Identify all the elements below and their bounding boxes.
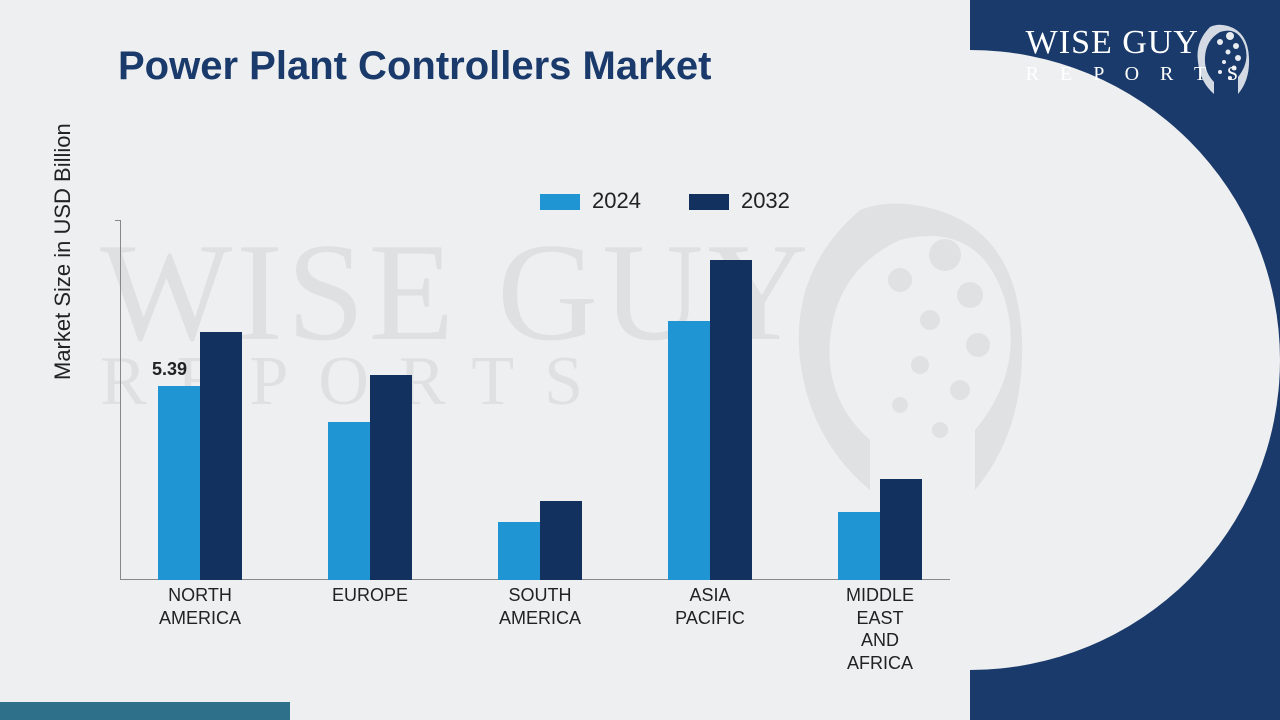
- bar-series-a: [668, 321, 710, 580]
- brand-head-icon: [1190, 22, 1250, 102]
- legend-label-a: 2024: [592, 188, 641, 213]
- legend-item-b: 2032: [689, 188, 790, 214]
- page-title: Power Plant Controllers Market: [118, 44, 711, 89]
- bar-series-a: [158, 386, 200, 580]
- brand-word-wise: WISE: [1026, 24, 1113, 61]
- bar-series-b: [200, 332, 242, 580]
- brand-panel: [970, 0, 1280, 720]
- footer-accent-bar: [0, 702, 290, 720]
- bar-series-a: [328, 422, 370, 580]
- bar-series-b: [370, 375, 412, 580]
- x-axis-category-label: MIDDLEEASTANDAFRICA: [820, 584, 940, 674]
- x-axis-category-label: ASIAPACIFIC: [650, 584, 770, 629]
- bar-chart: 5.39: [120, 220, 950, 580]
- x-axis-category-label: EUROPE: [310, 584, 430, 607]
- bar-series-a: [838, 512, 880, 580]
- y-axis-top-tick: [115, 220, 121, 221]
- legend-swatch-a: [540, 194, 580, 210]
- bar-series-b: [540, 501, 582, 580]
- x-axis-category-label: SOUTHAMERICA: [480, 584, 600, 629]
- y-axis-label: Market Size in USD Billion: [50, 123, 76, 380]
- brand-logo: WISE GUY R E P O R T S: [1026, 26, 1246, 88]
- legend-label-b: 2032: [741, 188, 790, 213]
- legend: 2024 2032: [540, 188, 790, 214]
- legend-item-a: 2024: [540, 188, 641, 214]
- legend-swatch-b: [689, 194, 729, 210]
- bar-series-a: [498, 522, 540, 580]
- y-axis: [120, 220, 121, 580]
- bar-series-b: [710, 260, 752, 580]
- bar-series-b: [880, 479, 922, 580]
- brand-word-guy: GUY: [1122, 24, 1199, 61]
- bar-value-label: 5.39: [152, 359, 187, 380]
- x-axis-category-label: NORTHAMERICA: [140, 584, 260, 629]
